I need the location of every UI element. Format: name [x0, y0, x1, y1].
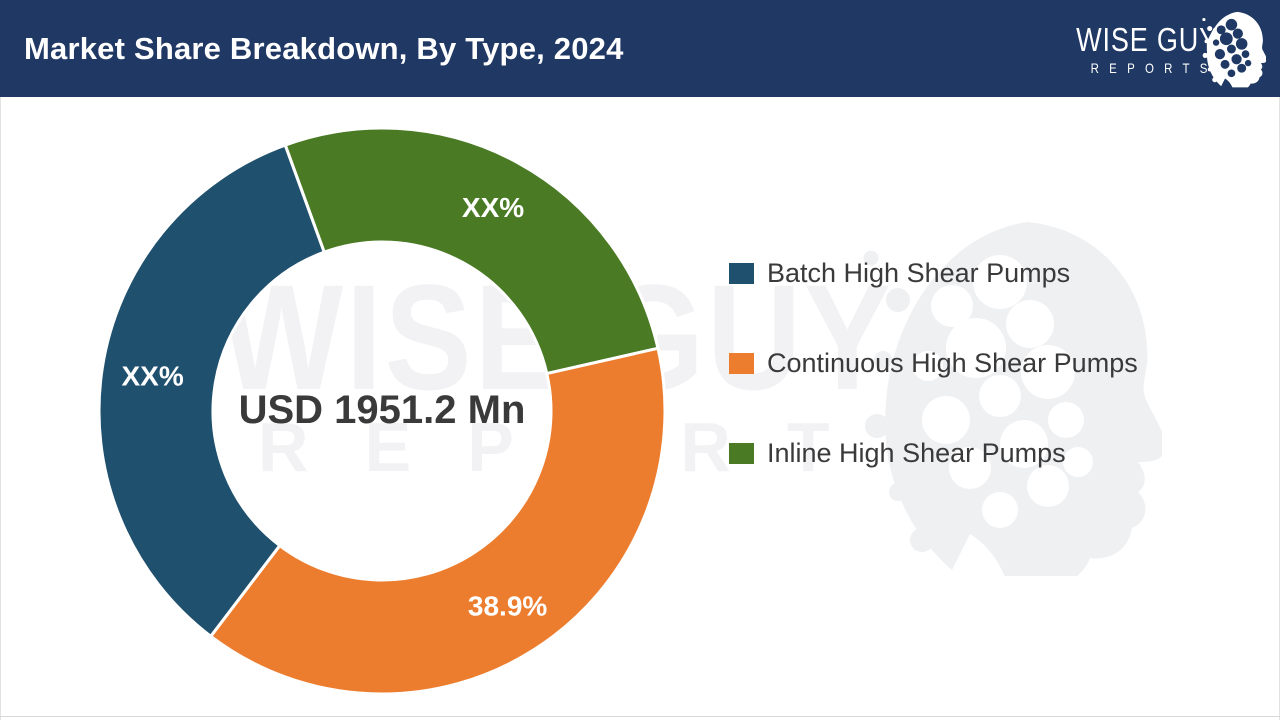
page-title: Market Share Breakdown, By Type, 2024: [24, 30, 624, 66]
legend-label: Batch High Shear Pumps: [767, 258, 1071, 288]
donut-slice-3: [97, 143, 326, 638]
donut-slice-1: [283, 126, 660, 376]
legend-label: Inline High Shear Pumps: [767, 438, 1066, 468]
legend-item: Inline High Shear Pumps: [729, 438, 1066, 469]
slice-percentage-label: XX%: [121, 361, 183, 392]
legend-item: Batch High Shear Pumps: [729, 258, 1070, 289]
header: Market Share Breakdown, By Type, 2024 WI…: [0, 0, 1280, 97]
bottom-divider: [0, 716, 1280, 717]
logo-brand-text: WISE GUY: [1076, 21, 1218, 58]
slice-percentage-label: XX%: [462, 192, 524, 223]
logo-wordmark: WISE GUY REPORTS: [1045, 21, 1218, 76]
donut-slice-2: [209, 346, 667, 696]
legend-label: Continuous High Shear Pumps: [767, 348, 1138, 378]
slice-percentage-label: 38.9%: [468, 591, 547, 622]
legend-swatch: [729, 353, 754, 374]
donut-chart: XX% 38.9% XX%: [97, 126, 667, 696]
legend-swatch: [729, 443, 754, 464]
logo-sub-text: REPORTS: [1090, 60, 1218, 76]
legend-swatch: [729, 263, 754, 284]
donut-center-value: USD 1951.2 Mn: [238, 388, 526, 432]
brand-logo: WISE GUY REPORTS: [1045, 10, 1266, 88]
legend-item: Continuous High Shear Pumps: [729, 348, 1138, 379]
